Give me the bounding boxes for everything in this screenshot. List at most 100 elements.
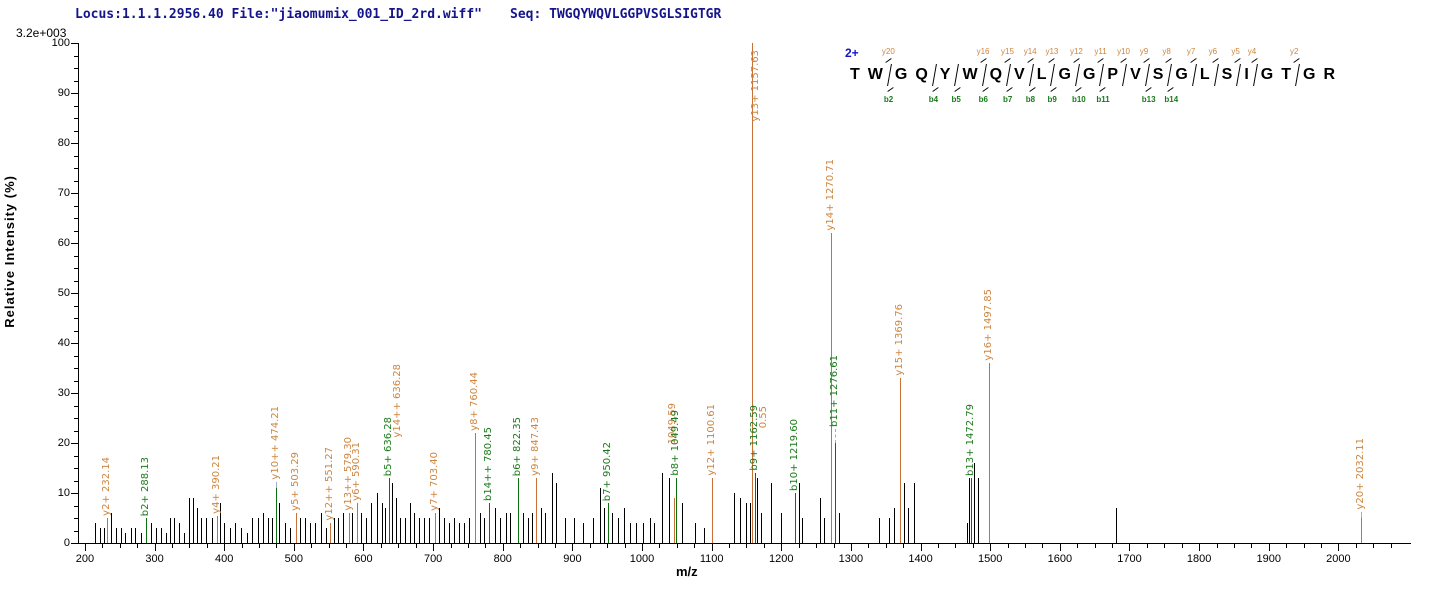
peak [385, 508, 387, 543]
peak [527, 518, 529, 543]
peak [974, 463, 976, 543]
x-tick-label: 600 [354, 553, 373, 565]
peak [220, 503, 222, 543]
peak [592, 518, 594, 543]
y-ion-tag: y2 [1290, 47, 1299, 56]
peak [121, 528, 123, 543]
x-tick [554, 544, 556, 548]
y-tick [74, 255, 78, 257]
residue-letter: V [1130, 66, 1141, 83]
x-tick [259, 544, 261, 548]
peak [235, 523, 237, 543]
peak [343, 513, 345, 543]
x-tick [694, 544, 696, 548]
peak [95, 523, 97, 543]
peak [545, 513, 547, 543]
y-tick [74, 305, 78, 307]
peak [333, 518, 335, 543]
peak [104, 528, 106, 543]
residue-letter: G [1082, 66, 1096, 83]
x-tick [537, 544, 539, 548]
y-tick [71, 343, 78, 344]
peak-label: y16+ 1497.85 [982, 289, 994, 361]
peak [819, 498, 821, 543]
x-tick [137, 544, 139, 548]
y-tick [74, 268, 78, 269]
residue-letter: T [850, 66, 860, 83]
x-tick [206, 544, 208, 548]
fragment-peak [435, 513, 437, 543]
peak [522, 513, 524, 543]
x-tick [1129, 544, 1131, 551]
peak-label: y12++ 551.27 [323, 447, 335, 521]
peak-label: y12+ 1100.61 [706, 404, 718, 476]
y-tick [74, 530, 78, 532]
x-tick [816, 544, 818, 548]
x-tick [485, 544, 487, 548]
fragment-peak [676, 478, 678, 543]
x-tick [1077, 544, 1079, 548]
peak [603, 508, 605, 543]
peak [206, 518, 208, 543]
x-tick [885, 544, 887, 548]
peak-label: y13+ 1157.63 [749, 50, 761, 122]
fragment-peak [356, 503, 358, 543]
fragmentation-site-marker: b5 [951, 60, 962, 104]
x-tick-label: 500 [284, 553, 304, 565]
y-ion-tag: y5 [1231, 47, 1240, 56]
x-axis-line [75, 543, 1411, 544]
peak [739, 498, 741, 543]
peak [192, 498, 194, 543]
x-tick [1303, 544, 1305, 548]
residue-letter: R [1323, 66, 1336, 83]
peak-label: y14++ 636.28 [391, 364, 403, 438]
fragment-peak [475, 433, 477, 543]
x-tick [293, 544, 295, 551]
peak [410, 503, 412, 543]
residue-letter: G [1058, 66, 1071, 83]
peak [499, 518, 501, 543]
peak [770, 483, 772, 543]
peak [761, 513, 763, 543]
x-tick [1094, 544, 1096, 548]
fragment-peak [899, 378, 901, 543]
peak [823, 518, 825, 543]
y-ion-tag: y15 [1001, 47, 1014, 56]
peak [246, 533, 248, 543]
peak [404, 518, 406, 543]
peak [756, 478, 758, 543]
peak-label: y14+ 1270.71 [824, 159, 836, 231]
b-ion-tag: b5 [951, 95, 961, 104]
peak [305, 518, 306, 543]
peak [135, 528, 137, 543]
y-tick [74, 105, 78, 107]
fragment-peak [388, 478, 390, 543]
peak [623, 508, 625, 543]
x-tick [1286, 544, 1288, 548]
y-tick [74, 118, 78, 119]
y-tick [74, 368, 78, 369]
peak [338, 518, 340, 543]
peak [913, 483, 915, 543]
x-tick [119, 544, 121, 548]
peak-label-leader [275, 482, 277, 488]
peak [371, 503, 373, 543]
peak-label-leader [1360, 512, 1362, 518]
x-tick [1025, 544, 1027, 548]
peak [439, 508, 441, 543]
peak [977, 478, 979, 543]
x-tick [433, 544, 435, 551]
x-tick [990, 544, 992, 551]
x-tick [1059, 544, 1061, 551]
fragment-peak [834, 443, 836, 543]
peak-label: b14++ 780.45 [483, 427, 495, 501]
y-ion-tag: y20 [881, 47, 895, 56]
fragment-peak [794, 493, 796, 543]
peak [419, 518, 421, 543]
peak [552, 473, 554, 543]
peak [733, 493, 735, 543]
peak [510, 513, 512, 543]
x-tick [450, 544, 452, 548]
